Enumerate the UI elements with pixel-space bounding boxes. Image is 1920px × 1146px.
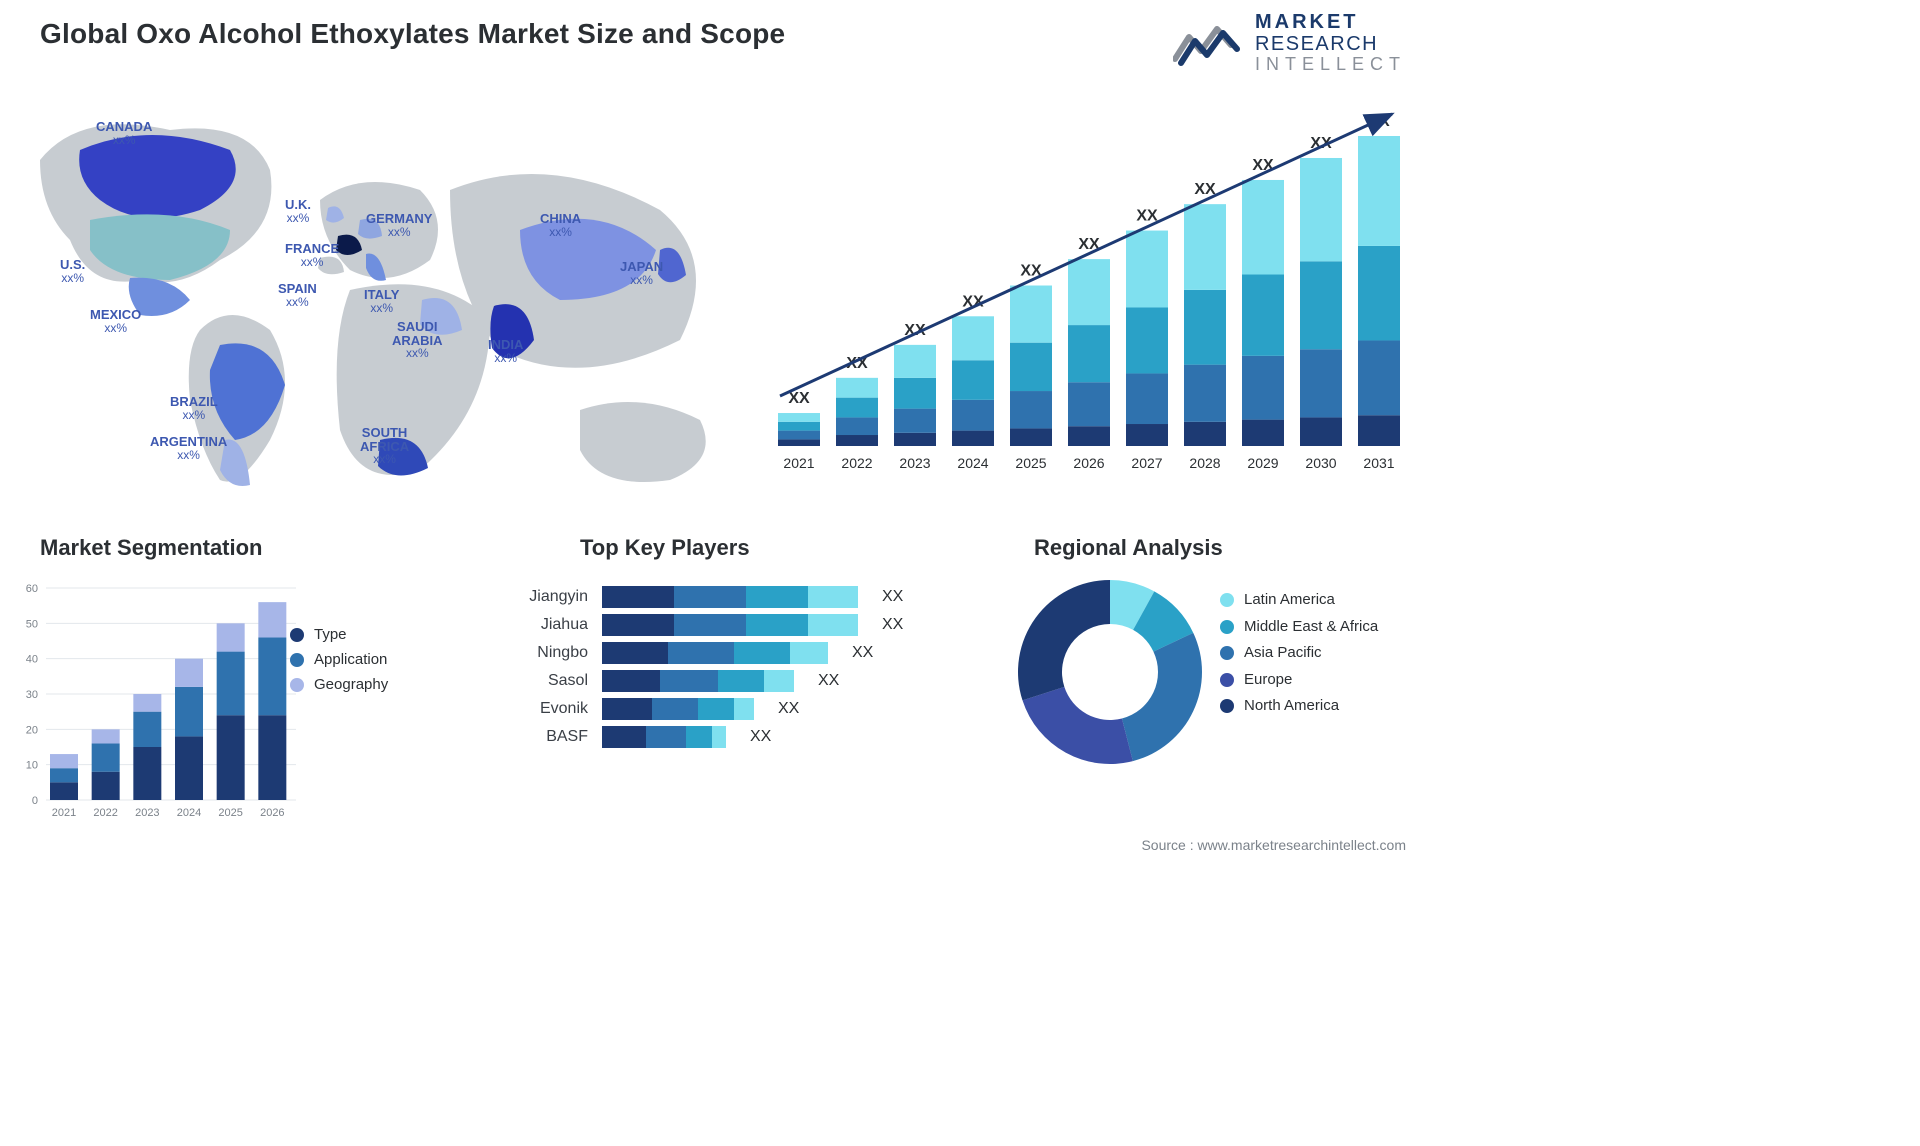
svg-text:2029: 2029 <box>1247 455 1278 471</box>
brand-mark-icon <box>1173 19 1241 67</box>
player-row-jiahua: Jiahua XX <box>502 614 962 636</box>
svg-text:2024: 2024 <box>957 455 988 471</box>
players-chart: Jiangyin XX Jiahua XX Ningbo XX Sasol XX… <box>502 580 962 830</box>
player-row-ningbo: Ningbo XX <box>502 642 962 664</box>
reg-legend-item: Latin America <box>1220 592 1378 609</box>
svg-text:2026: 2026 <box>1073 455 1104 471</box>
svg-text:60: 60 <box>26 583 38 595</box>
seg-legend-application: Application <box>290 651 388 668</box>
players-heading: Top Key Players <box>580 535 750 561</box>
svg-text:30: 30 <box>26 689 38 701</box>
svg-text:2023: 2023 <box>899 455 930 471</box>
svg-text:2030: 2030 <box>1305 455 1336 471</box>
player-row-sasol: Sasol XX <box>502 670 962 692</box>
world-map: CANADAxx%U.S.xx%MEXICOxx%BRAZILxx%ARGENT… <box>20 90 740 510</box>
svg-text:50: 50 <box>26 618 38 630</box>
regional-heading: Regional Analysis <box>1034 535 1223 561</box>
reg-legend-item: North America <box>1220 698 1378 715</box>
svg-text:0: 0 <box>32 795 38 807</box>
segmentation-chart: 0 10 20 30 40 50 60 2021 2022 2023 2024 2025 2026 <box>14 576 384 828</box>
reg-legend-item: Middle East & Africa <box>1220 619 1378 636</box>
seg-legend-geography: Geography <box>290 676 388 693</box>
brand-line2: RESEARCH <box>1255 34 1406 56</box>
svg-text:2031: 2031 <box>1363 455 1394 471</box>
reg-legend-item: Asia Pacific <box>1220 645 1378 662</box>
svg-text:10: 10 <box>26 760 38 772</box>
svg-text:2027: 2027 <box>1131 455 1162 471</box>
brand-logo: MARKET RESEARCH INTELLECT <box>1173 12 1406 75</box>
source-line: Source : www.marketresearchintellect.com <box>1141 837 1406 853</box>
segmentation-heading: Market Segmentation <box>40 535 263 561</box>
svg-text:2024: 2024 <box>177 807 201 819</box>
svg-text:2022: 2022 <box>93 807 117 819</box>
svg-text:2022: 2022 <box>841 455 872 471</box>
trend-chart: XX2021XX2022XX2023XX2024XX2025XX2026XX20… <box>772 96 1412 484</box>
svg-text:40: 40 <box>26 654 38 666</box>
svg-text:2021: 2021 <box>783 455 814 471</box>
player-row-jiangyin: Jiangyin XX <box>502 586 962 608</box>
regional-legend: Latin America Middle East & Africa Asia … <box>1220 582 1378 725</box>
seg-legend-type: Type <box>290 626 388 643</box>
brand-line3: INTELLECT <box>1255 55 1406 74</box>
player-row-basf: BASF XX <box>502 726 962 748</box>
brand-line1: MARKET <box>1255 12 1406 34</box>
reg-legend-item: Europe <box>1220 672 1378 689</box>
svg-text:20: 20 <box>26 724 38 736</box>
svg-text:2025: 2025 <box>218 807 242 819</box>
svg-text:2028: 2028 <box>1189 455 1220 471</box>
svg-text:2023: 2023 <box>135 807 159 819</box>
svg-text:2026: 2026 <box>260 807 284 819</box>
svg-text:2021: 2021 <box>52 807 76 819</box>
segmentation-legend: Type Application Geography <box>290 618 388 701</box>
svg-text:XX: XX <box>788 390 810 407</box>
player-row-evonik: Evonik XX <box>502 698 962 720</box>
page-title: Global Oxo Alcohol Ethoxylates Market Si… <box>40 18 785 50</box>
svg-text:2025: 2025 <box>1015 455 1046 471</box>
